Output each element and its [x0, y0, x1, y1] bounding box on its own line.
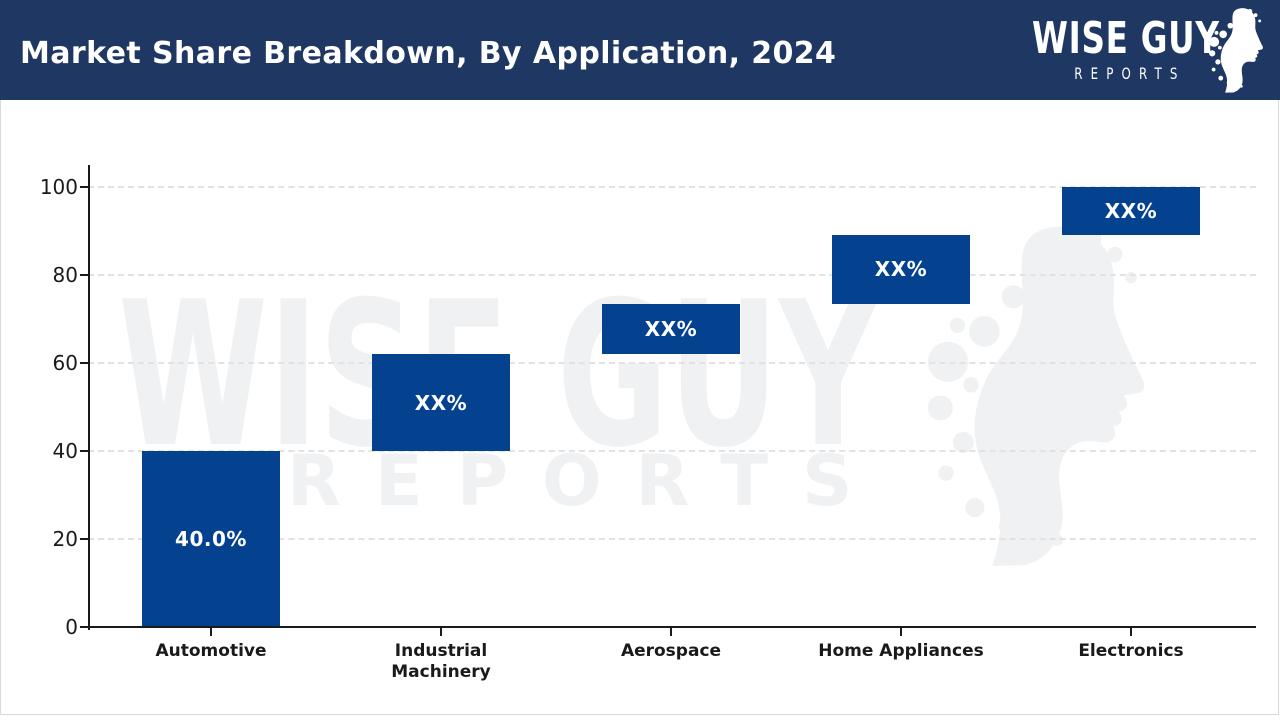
logo-name: WISE GUY — [1032, 13, 1220, 64]
bar-value-label: XX% — [1104, 199, 1158, 224]
y-tick-mark — [80, 538, 88, 540]
y-tick-mark — [80, 362, 88, 364]
x-tick-mark — [670, 628, 672, 636]
x-category-label: Automotive — [155, 641, 267, 661]
x-axis-spine — [88, 626, 1256, 628]
x-tick-mark — [440, 628, 442, 636]
y-gridline — [88, 362, 1256, 364]
x-category-label: Electronics — [1078, 641, 1184, 661]
logo-subtitle: REPORTS — [1074, 64, 1186, 83]
y-tick-label: 80 — [52, 263, 78, 287]
y-tick-mark — [80, 450, 88, 452]
y-tick-mark — [80, 186, 88, 188]
x-tick-mark — [210, 628, 212, 636]
bar-value-label: XX% — [644, 316, 698, 341]
y-tick-label: 40 — [52, 439, 78, 463]
bar-value-label: XX% — [874, 257, 928, 282]
x-category-label: Aerospace — [620, 641, 722, 661]
wise-guy-logo: WISE GUY REPORTS — [966, 6, 1268, 94]
header-bar: Market Share Breakdown, By Application, … — [0, 0, 1280, 100]
x-tick-mark — [900, 628, 902, 636]
y-tick-mark — [80, 626, 88, 628]
waterfall-bar-segment: 40.0% — [142, 451, 280, 627]
y-tick-label: 20 — [52, 527, 78, 551]
x-category-label: Home Appliances — [818, 641, 984, 661]
watermark-text: REPORTS — [287, 440, 887, 522]
y-tick-label: 100 — [39, 175, 78, 199]
y-gridline — [88, 274, 1256, 276]
x-tick-mark — [1130, 628, 1132, 636]
waterfall-bar-segment: XX% — [372, 354, 510, 451]
y-tick-label: 0 — [65, 615, 78, 639]
y-gridline — [88, 538, 1256, 540]
y-tick-mark — [80, 274, 88, 276]
waterfall-bar-segment: XX% — [602, 303, 740, 355]
waterfall-bar-segment: XX% — [1062, 187, 1200, 236]
logo-text: WISE GUY REPORTS — [1032, 13, 1220, 84]
bar-value-label: 40.0% — [175, 527, 247, 551]
y-tick-label: 60 — [52, 351, 78, 375]
y-axis-spine — [88, 165, 90, 630]
x-category-label: Industrial Machinery — [391, 641, 491, 683]
bar-value-label: XX% — [414, 390, 468, 415]
waterfall-bar-segment: XX% — [832, 235, 970, 304]
y-gridline — [88, 186, 1256, 188]
chart-title: Market Share Breakdown, By Application, … — [20, 36, 837, 71]
y-gridline — [88, 450, 1256, 452]
